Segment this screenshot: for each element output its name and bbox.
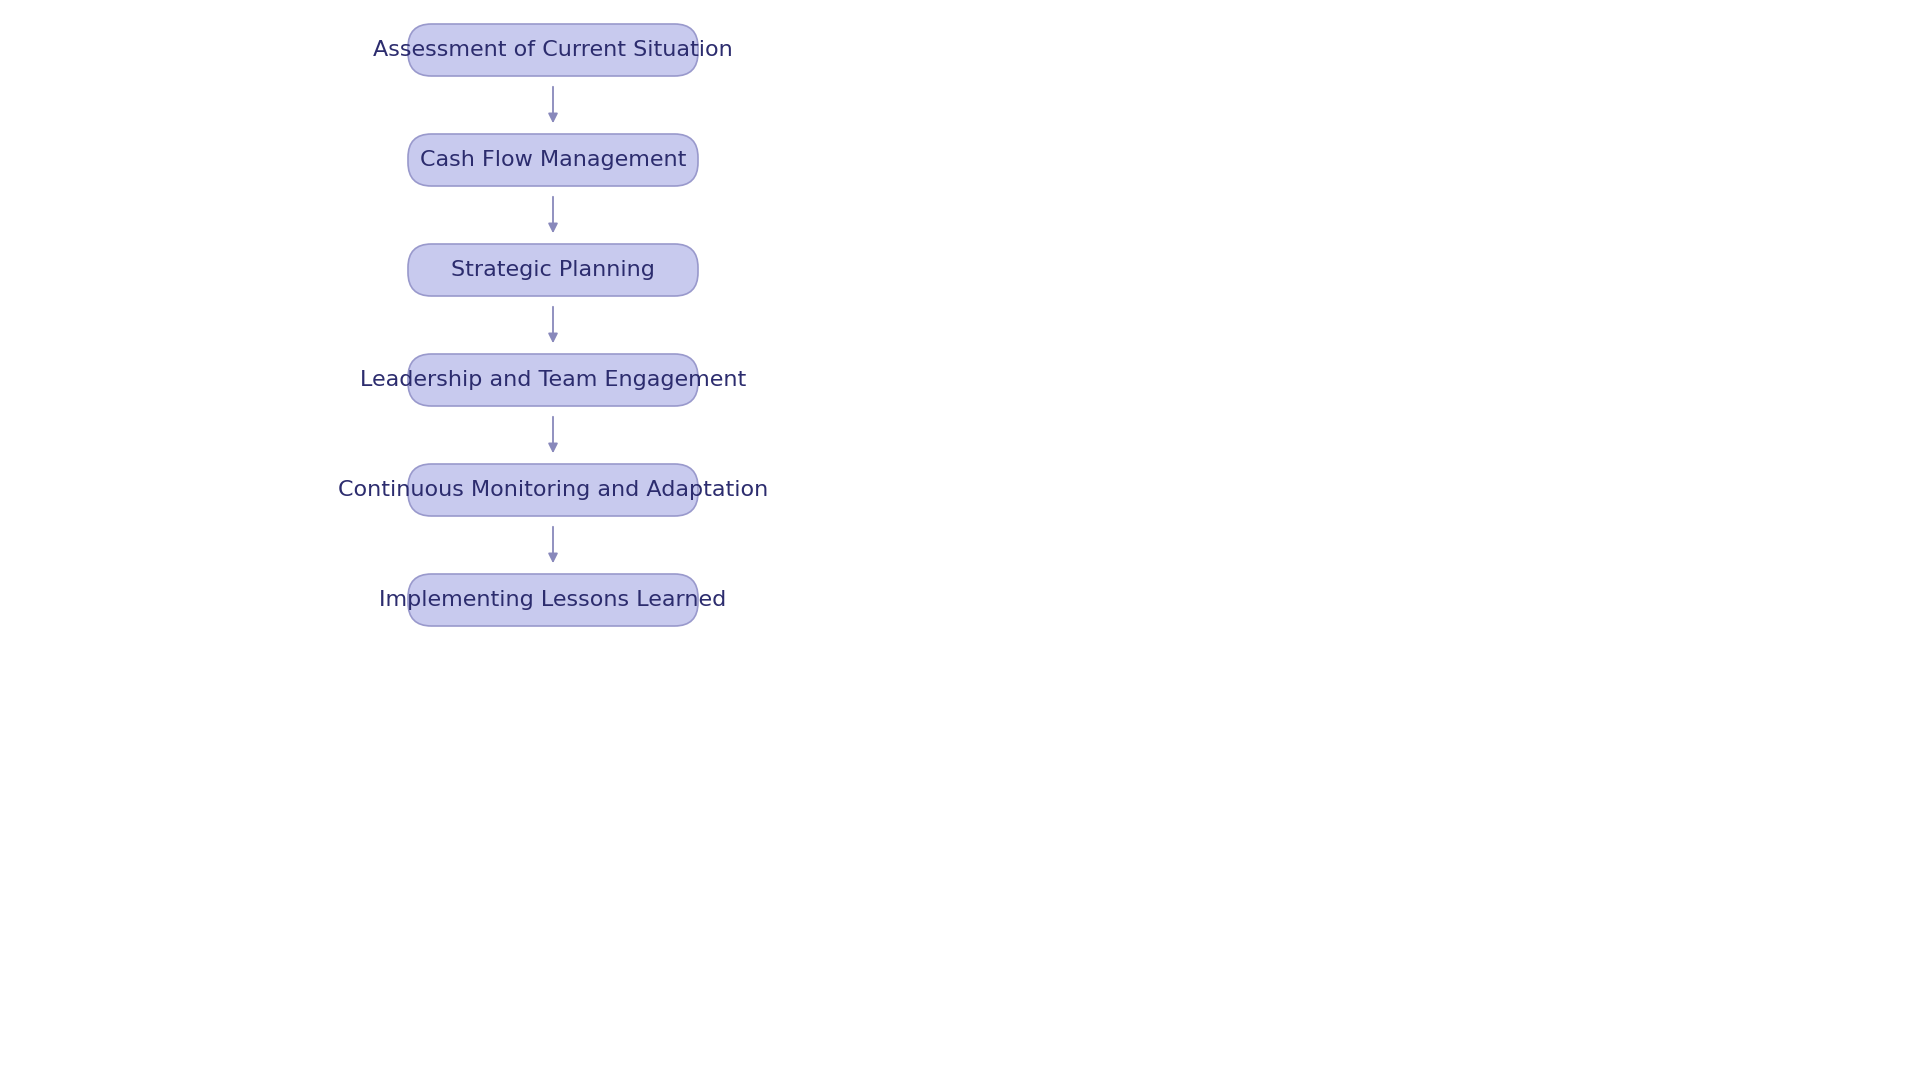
FancyBboxPatch shape bbox=[407, 24, 699, 76]
FancyBboxPatch shape bbox=[407, 464, 699, 516]
Text: Assessment of Current Situation: Assessment of Current Situation bbox=[372, 40, 733, 60]
Text: Implementing Lessons Learned: Implementing Lessons Learned bbox=[380, 590, 726, 610]
Text: Leadership and Team Engagement: Leadership and Team Engagement bbox=[359, 370, 747, 390]
FancyBboxPatch shape bbox=[407, 134, 699, 186]
Text: Continuous Monitoring and Adaptation: Continuous Monitoring and Adaptation bbox=[338, 480, 768, 500]
FancyBboxPatch shape bbox=[407, 574, 699, 626]
FancyBboxPatch shape bbox=[407, 354, 699, 406]
Text: Strategic Planning: Strategic Planning bbox=[451, 260, 655, 280]
FancyBboxPatch shape bbox=[407, 244, 699, 296]
Text: Cash Flow Management: Cash Flow Management bbox=[420, 151, 685, 170]
